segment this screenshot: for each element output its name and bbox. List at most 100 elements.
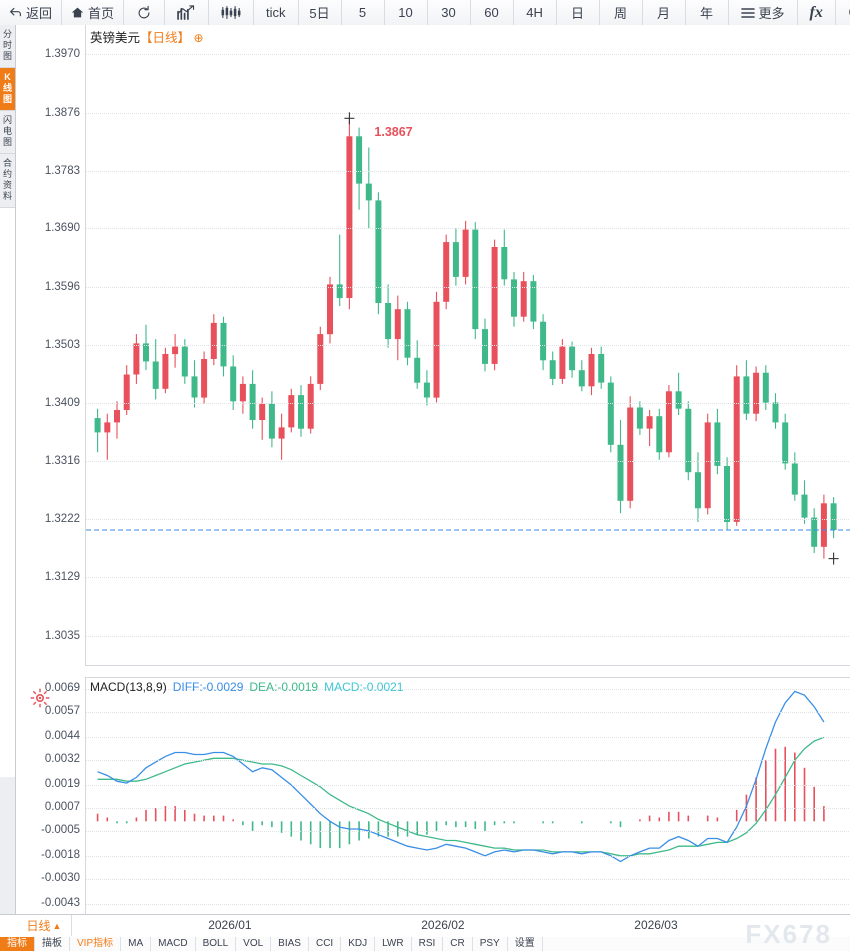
gridline bbox=[86, 460, 850, 462]
period-label: 月 bbox=[657, 6, 671, 21]
indicator-toolbar: 指标 描板 VIP指标 MA MACD BOLL VOL BIAS CCI KDJ LWR RSI CR… bbox=[0, 937, 850, 951]
price-axis-tick: 1.3596 bbox=[44, 280, 80, 293]
price-plot[interactable] bbox=[85, 25, 850, 666]
period-tag-button[interactable]: 日线 ▲ bbox=[17, 915, 72, 936]
period-week[interactable]: 周 bbox=[600, 0, 643, 25]
period-label: 10 bbox=[398, 5, 413, 20]
gridline bbox=[86, 228, 850, 230]
date-axis-tick: 2026/03 bbox=[634, 918, 678, 932]
gridline bbox=[86, 344, 850, 346]
sidebar-item-lightning[interactable]: 闪电图 bbox=[0, 111, 15, 154]
fx-button[interactable]: fx bbox=[798, 0, 836, 25]
period-day[interactable]: 日 bbox=[557, 0, 600, 25]
gridline bbox=[86, 519, 850, 521]
back-arrow-icon bbox=[10, 7, 21, 17]
period-month[interactable]: 月 bbox=[643, 0, 686, 25]
price-axis-tick: 1.3783 bbox=[44, 164, 80, 177]
gridline bbox=[86, 286, 850, 288]
price-axis-tick: 1.3129 bbox=[44, 571, 80, 584]
indicator-button-BIAS[interactable]: BIAS bbox=[271, 937, 309, 951]
macd-axis: 0.0069 0.0057 0.0044 0.0032 0.0019 0.0007 -0.0… bbox=[16, 677, 84, 914]
gridline bbox=[86, 689, 850, 691]
gridline bbox=[86, 830, 850, 832]
top-toolbar: 返回 首页 tick 5日 5 10 30 60 4H 日 周 月 年 更多 f… bbox=[0, 0, 850, 26]
indicator-button-PSY[interactable]: PSY bbox=[473, 937, 508, 951]
period-4h[interactable]: 4H bbox=[514, 0, 557, 25]
indicator-button-CCI[interactable]: CCI bbox=[309, 937, 342, 951]
price-axis: 1.3970 1.3876 1.3783 1.3690 1.3596 1.3503 1.34… bbox=[16, 25, 84, 665]
gridline bbox=[86, 737, 850, 739]
price-axis-tick: 1.3035 bbox=[44, 629, 80, 642]
indicator-button-设置[interactable]: 设置 bbox=[508, 937, 543, 951]
period-label: 5 bbox=[358, 5, 367, 20]
period-10[interactable]: 10 bbox=[385, 0, 428, 25]
back-button[interactable]: 返回 bbox=[0, 0, 63, 25]
fx-label: fx bbox=[809, 3, 823, 21]
indicator-button-RSI[interactable]: RSI bbox=[412, 937, 444, 951]
price-axis-tick: 1.3316 bbox=[44, 454, 80, 467]
sidebar-item-contract-info[interactable]: 合约资料 bbox=[0, 154, 15, 208]
indicator-button-MA[interactable]: MA bbox=[121, 937, 152, 951]
line-chart-icon bbox=[177, 5, 195, 20]
macd-axis-tick: 0.0007 bbox=[44, 800, 80, 813]
macd-plot[interactable] bbox=[85, 677, 850, 915]
macd-axis-tick: 0.0044 bbox=[44, 730, 80, 743]
indicator-button-BOLL[interactable]: BOLL bbox=[196, 937, 237, 951]
period-5d[interactable]: 5日 bbox=[299, 0, 342, 25]
macd-canvas bbox=[96, 690, 825, 863]
candlestick-icon bbox=[221, 6, 241, 19]
macd-axis-tick: 0.0069 bbox=[44, 682, 80, 695]
indicator-button-MACD[interactable]: MACD bbox=[151, 937, 196, 951]
indicator-button-VOL[interactable]: VOL bbox=[236, 937, 272, 951]
sidebar-item-timeshare[interactable]: 分时图 bbox=[0, 25, 15, 68]
gridline bbox=[86, 403, 850, 405]
candlestick-button[interactable] bbox=[209, 0, 255, 25]
candlestick-canvas bbox=[86, 112, 850, 565]
price-axis-tick: 1.3222 bbox=[44, 513, 80, 526]
tick-label: tick bbox=[266, 5, 286, 20]
home-button[interactable]: 首页 bbox=[62, 0, 125, 25]
gridline bbox=[86, 112, 850, 114]
period-30[interactable]: 30 bbox=[428, 0, 471, 25]
period-60[interactable]: 60 bbox=[471, 0, 514, 25]
refresh-button[interactable] bbox=[124, 0, 166, 25]
line-chart-button[interactable] bbox=[165, 0, 210, 25]
macd-axis-tick: 0.0057 bbox=[44, 705, 80, 718]
chart-period: 【日线】 bbox=[140, 31, 191, 45]
period-label: 日 bbox=[571, 6, 585, 21]
price-axis-tick: 1.3876 bbox=[44, 106, 80, 119]
macd-axis-tick: -0.0018 bbox=[40, 848, 80, 861]
period-label: 5日 bbox=[309, 6, 330, 21]
gridline bbox=[86, 903, 850, 905]
gridline bbox=[86, 785, 850, 787]
period-label: 4H bbox=[526, 5, 543, 20]
indicator-button-指标[interactable]: 指标 bbox=[0, 937, 35, 951]
period-5[interactable]: 5 bbox=[342, 0, 385, 25]
home-label: 首页 bbox=[88, 6, 115, 21]
gridline bbox=[86, 635, 850, 637]
sidebar-char: 约 bbox=[2, 169, 12, 179]
macd-axis-tick: -0.0005 bbox=[40, 823, 80, 836]
gridline bbox=[86, 878, 850, 880]
sidebar-char: 合 bbox=[2, 158, 12, 168]
date-axis-row: 日线 ▲ 2026/01 2026/02 2026/03 bbox=[0, 914, 850, 938]
zoom-out-button[interactable] bbox=[836, 0, 850, 25]
sun-settings-icon[interactable] bbox=[30, 688, 50, 708]
tick-button[interactable]: tick bbox=[254, 0, 299, 25]
crosshair-icon[interactable]: ⊕ bbox=[193, 31, 204, 45]
macd-axis-tick: -0.0030 bbox=[40, 871, 80, 884]
gridline bbox=[86, 712, 850, 714]
indicator-button-CR[interactable]: CR bbox=[443, 937, 473, 951]
indicator-button-描板[interactable]: 描板 bbox=[35, 937, 70, 951]
indicator-button-VIP指标[interactable]: VIP指标 bbox=[70, 937, 122, 951]
indicator-button-KDJ[interactable]: KDJ bbox=[341, 937, 376, 951]
more-button[interactable]: 更多 bbox=[729, 0, 798, 25]
gridline bbox=[86, 855, 850, 857]
sidebar-char: K bbox=[4, 72, 11, 82]
indicator-button-LWR[interactable]: LWR bbox=[375, 937, 412, 951]
sidebar-char: 资 bbox=[2, 180, 12, 190]
period-year[interactable]: 年 bbox=[686, 0, 729, 25]
chart-title: 英镑美元【日线】 ⊕ bbox=[90, 27, 204, 46]
sidebar-filler bbox=[0, 208, 15, 777]
